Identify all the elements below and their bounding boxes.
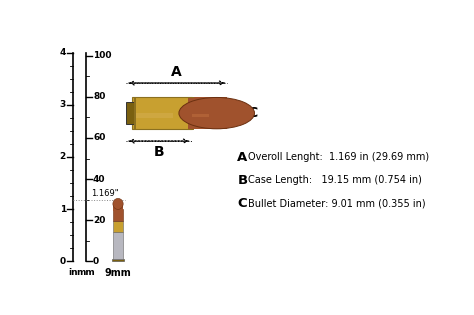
Text: 2: 2	[60, 152, 66, 161]
Text: A: A	[172, 65, 182, 79]
FancyBboxPatch shape	[126, 102, 134, 124]
Text: mm: mm	[76, 268, 95, 277]
FancyBboxPatch shape	[113, 204, 123, 211]
FancyBboxPatch shape	[112, 259, 124, 261]
Text: 80: 80	[93, 92, 105, 101]
FancyBboxPatch shape	[188, 97, 228, 129]
Text: B: B	[154, 146, 164, 159]
Ellipse shape	[179, 97, 255, 129]
FancyBboxPatch shape	[113, 220, 123, 232]
Text: 3: 3	[60, 100, 66, 109]
FancyBboxPatch shape	[134, 113, 173, 118]
Text: B: B	[237, 174, 247, 187]
Text: 1.169": 1.169"	[91, 189, 119, 198]
Text: Case Length:   19.15 mm (0.754 in): Case Length: 19.15 mm (0.754 in)	[248, 175, 422, 186]
Text: 0: 0	[93, 257, 99, 266]
Text: 4: 4	[60, 48, 66, 57]
Text: 9mm: 9mm	[105, 268, 131, 278]
FancyBboxPatch shape	[134, 97, 137, 129]
Text: C: C	[237, 197, 247, 210]
FancyBboxPatch shape	[113, 232, 123, 259]
Text: 40: 40	[93, 175, 106, 184]
Text: 100: 100	[93, 51, 111, 60]
FancyBboxPatch shape	[132, 97, 191, 129]
Text: Overoll Lenght:  1.169 in (29.69 mm): Overoll Lenght: 1.169 in (29.69 mm)	[248, 152, 429, 162]
Text: A: A	[237, 151, 247, 164]
Text: 20: 20	[93, 216, 105, 225]
FancyBboxPatch shape	[188, 97, 218, 129]
Ellipse shape	[113, 198, 123, 209]
Text: C: C	[248, 106, 258, 120]
FancyBboxPatch shape	[113, 209, 123, 220]
FancyBboxPatch shape	[191, 114, 210, 117]
Text: 1: 1	[60, 204, 66, 214]
Text: Bullet Diameter: 9.01 mm (0.355 in): Bullet Diameter: 9.01 mm (0.355 in)	[248, 198, 426, 209]
Text: 0: 0	[60, 257, 66, 266]
Text: in: in	[68, 268, 78, 277]
Text: 60: 60	[93, 134, 105, 142]
